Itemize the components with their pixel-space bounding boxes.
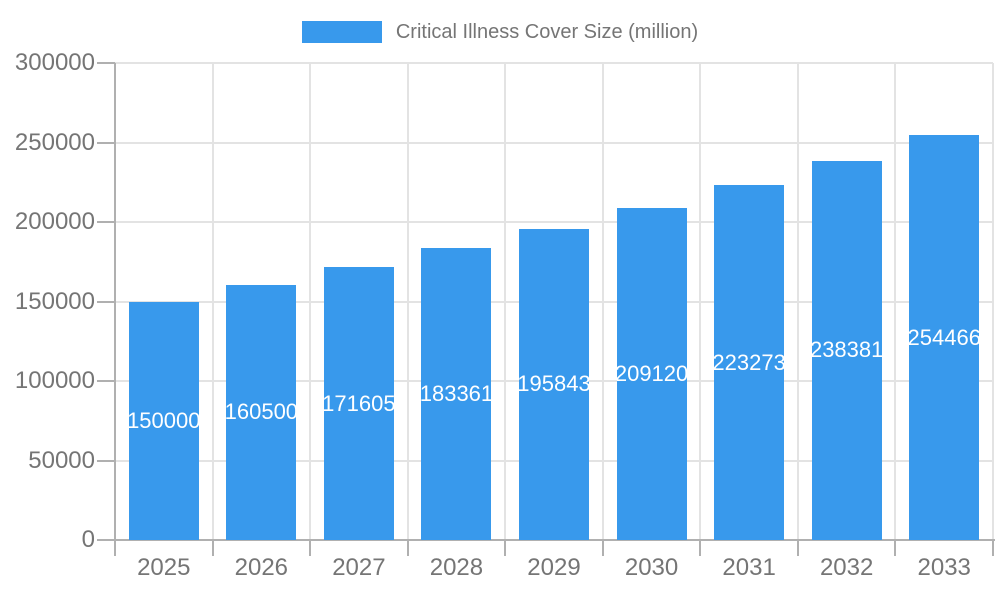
x-tick-label: 2031 [722,554,776,581]
bar-value-text: 238381 [811,337,882,363]
y-axis-tick [97,221,115,223]
x-tick-label: 2028 [429,554,484,581]
bar-value-text: 223273 [714,349,785,375]
vertical-gridline [992,63,994,540]
y-axis-tick [97,62,115,64]
x-tick-label: 2025 [137,554,191,581]
bar[interactable]: 223273 [714,185,785,540]
x-axis-tick [504,540,507,556]
bar-value-label: 183361 [421,381,491,407]
x-axis-tick [211,540,214,556]
bar-value-text: 195843 [519,371,589,397]
bar[interactable]: 209120 [616,207,687,540]
y-axis-tick [97,300,115,303]
x-axis-tick [796,540,799,556]
x-tick-label: 2032 [819,554,874,581]
y-tick-label: 100000 [14,367,95,394]
horizontal-gridline [115,62,993,64]
x-axis-tick [406,540,409,556]
bar-value-label: 238381 [812,337,882,363]
y-tick-label: 300000 [14,49,95,76]
bar[interactable]: 238381 [811,160,882,540]
x-axis-tick [309,540,312,556]
bar-value-text: 183361 [421,381,492,407]
y-axis-tick [97,141,115,144]
x-axis-tick [601,540,604,556]
bar-value-text: 150000 [128,407,199,433]
bar[interactable]: 150000 [128,301,199,540]
bar[interactable]: 160500 [226,284,297,540]
bar-value-label: 223273 [714,350,784,376]
y-axis-tick [97,380,115,382]
x-tick-label: 2033 [917,554,971,581]
bar[interactable]: 183361 [421,248,492,540]
horizontal-gridline [115,141,993,144]
bar-value-label: 254466 [909,325,979,351]
bar-value-label: 150000 [129,408,199,434]
bar-value-label: 160500 [226,399,296,425]
y-tick-label: 150000 [14,287,95,315]
bar[interactable]: 171605 [323,267,394,540]
x-tick-label: 2030 [624,554,679,581]
bar[interactable]: 195843 [519,228,589,540]
bar-value-label: 209120 [617,361,687,387]
legend: Critical Illness Cover Size (million) [0,18,1000,46]
y-tick-label: 50000 [28,446,95,474]
x-tick-label: 2026 [234,554,289,581]
plot-area: 0 50000 100000 150000 200000 250000 300000 1500… [15,49,995,581]
y-axis-tick [97,459,115,462]
x-axis-line [97,539,995,541]
bar-value-label: 171605 [324,391,394,417]
legend-label: Critical Illness Cover Size (million) [395,20,699,43]
bar-value-text: 209120 [616,360,687,386]
y-axis-line [114,63,116,556]
y-tick-label: 200000 [14,208,95,235]
x-tick-label: 2029 [527,554,581,581]
bar-value-text: 254466 [909,324,980,350]
bar-value-text: 160500 [226,399,297,425]
y-tick-label: 0 [81,526,95,553]
bar-value-label: 195843 [519,371,589,397]
x-tick-label: 2027 [332,554,386,581]
x-axis-tick [894,540,897,556]
x-axis-tick [699,540,702,556]
x-axis-tick [992,540,994,556]
y-tick-label: 250000 [14,128,95,156]
legend-swatch [301,21,382,43]
bar[interactable]: 254466 [909,135,980,540]
bar-value-text: 171605 [323,390,394,416]
horizontal-gridline [115,221,993,223]
